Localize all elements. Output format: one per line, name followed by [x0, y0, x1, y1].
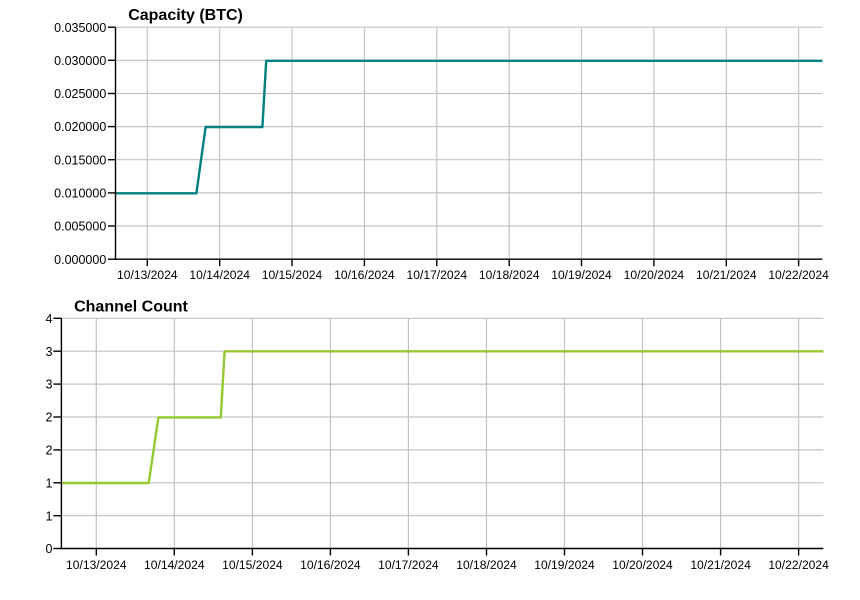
svg-text:10/19/2024: 10/19/2024 [551, 268, 612, 282]
svg-text:0.030000: 0.030000 [54, 54, 106, 68]
svg-text:0.035000: 0.035000 [54, 21, 106, 35]
svg-text:10/22/2024: 10/22/2024 [768, 268, 829, 282]
svg-text:10/21/2024: 10/21/2024 [690, 558, 751, 572]
svg-text:10/19/2024: 10/19/2024 [534, 558, 595, 572]
svg-text:10/13/2024: 10/13/2024 [66, 558, 127, 572]
svg-text:10/16/2024: 10/16/2024 [334, 268, 395, 282]
svg-text:Channel Count: Channel Count [74, 299, 188, 316]
svg-text:0: 0 [45, 542, 52, 556]
svg-text:1: 1 [45, 476, 52, 490]
svg-text:10/21/2024: 10/21/2024 [696, 268, 757, 282]
svg-text:1: 1 [45, 509, 52, 523]
svg-text:10/16/2024: 10/16/2024 [300, 558, 361, 572]
svg-text:10/14/2024: 10/14/2024 [189, 268, 250, 282]
svg-text:3: 3 [45, 378, 52, 392]
svg-text:4: 4 [45, 312, 52, 326]
svg-text:10/15/2024: 10/15/2024 [262, 268, 323, 282]
svg-text:10/15/2024: 10/15/2024 [222, 558, 283, 572]
svg-text:2: 2 [45, 444, 52, 458]
svg-text:2: 2 [45, 411, 52, 425]
svg-text:10/18/2024: 10/18/2024 [456, 558, 517, 572]
svg-text:10/17/2024: 10/17/2024 [378, 558, 439, 572]
svg-text:10/18/2024: 10/18/2024 [479, 268, 540, 282]
svg-text:0.005000: 0.005000 [54, 220, 106, 234]
svg-text:10/14/2024: 10/14/2024 [144, 558, 205, 572]
svg-text:10/13/2024: 10/13/2024 [117, 268, 178, 282]
svg-text:0.020000: 0.020000 [54, 120, 106, 134]
svg-text:10/22/2024: 10/22/2024 [768, 558, 829, 572]
svg-text:3: 3 [45, 345, 52, 359]
svg-text:Capacity (BTC): Capacity (BTC) [128, 7, 243, 24]
svg-text:0.015000: 0.015000 [54, 153, 106, 167]
svg-text:0.000000: 0.000000 [54, 253, 106, 267]
svg-text:10/17/2024: 10/17/2024 [407, 268, 468, 282]
svg-text:10/20/2024: 10/20/2024 [624, 268, 685, 282]
svg-text:0.010000: 0.010000 [54, 187, 106, 201]
svg-text:0.025000: 0.025000 [54, 87, 106, 101]
svg-text:10/20/2024: 10/20/2024 [612, 558, 673, 572]
